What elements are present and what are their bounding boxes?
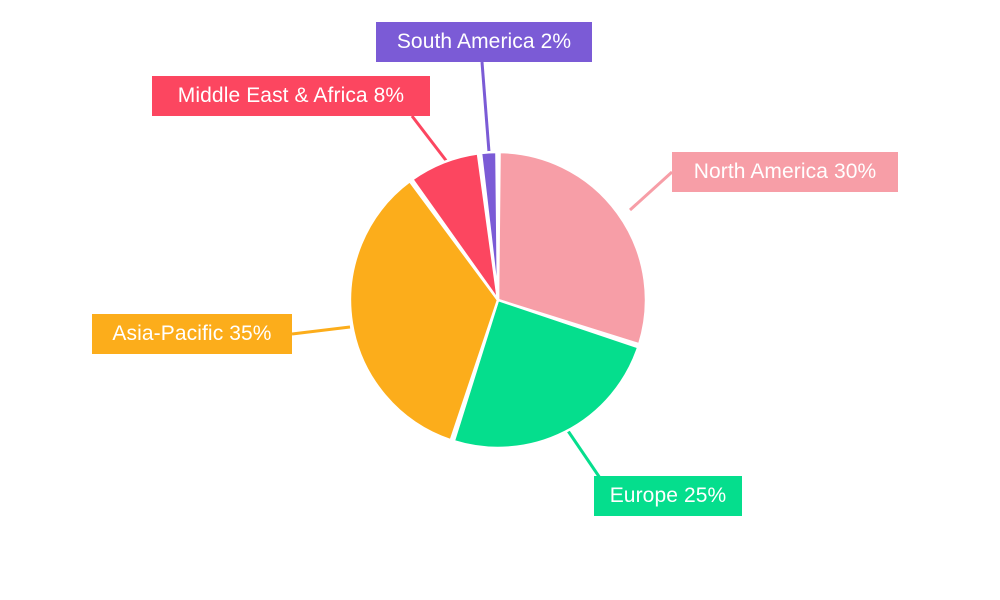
leader-line-middle-east-africa: [410, 115, 450, 164]
pie-label-text-middle-east-africa: Middle East & Africa 8%: [177, 83, 405, 107]
leader-line-asia-pacific: [291, 325, 351, 336]
pie-label-text-europe: Europe 25%: [609, 483, 727, 507]
pie-label-south-america[interactable]: South America 2%: [376, 22, 592, 62]
pie-slice-north-america[interactable]: [496, 150, 648, 346]
pie-label-north-america[interactable]: North America 30%: [672, 152, 898, 192]
leader-line-north-america: [628, 170, 674, 212]
pie-slices-group: [348, 150, 648, 450]
pie-label-text-asia-pacific: Asia-Pacific 35%: [112, 321, 272, 345]
leader-line-south-america: [480, 61, 491, 153]
pie-label-text-north-america: North America 30%: [693, 159, 877, 183]
pie-slice-middle-east-africa[interactable]: [410, 151, 500, 301]
pie-slice-europe[interactable]: [452, 298, 640, 450]
pie-label-text-south-america: South America 2%: [396, 29, 572, 53]
pie-label-europe[interactable]: Europe 25%: [594, 476, 742, 516]
pie-label-asia-pacific[interactable]: Asia-Pacific 35%: [92, 314, 292, 354]
pie-label-middle-east-africa[interactable]: Middle East & Africa 8%: [152, 76, 430, 116]
pie-slice-south-america[interactable]: [479, 150, 500, 301]
leader-line-europe: [562, 424, 602, 479]
pie-slice-asia-pacific[interactable]: [348, 179, 500, 442]
leader-lines-group: [291, 61, 674, 479]
